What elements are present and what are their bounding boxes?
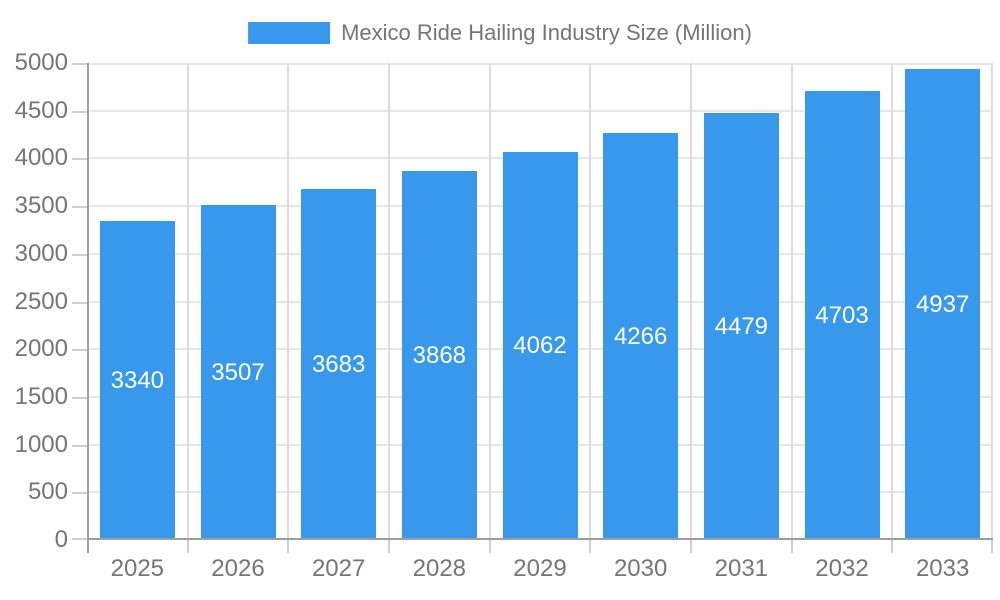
bar-value-label: 4703 [815,301,869,329]
legend-label: Mexico Ride Hailing Industry Size (Milli… [341,20,752,45]
y-axis-label: 4500 [14,96,68,124]
x-axis-label: 2031 [714,555,769,582]
x-axis-label: 2029 [513,555,567,582]
x-axis-baseline [87,538,993,540]
x-axis-tick [991,540,993,553]
x-axis-tick [488,540,491,553]
bar[interactable]: 3507 [200,205,276,540]
bar[interactable]: 4937 [905,69,981,540]
x-axis-label: 2025 [110,555,165,582]
gridline-vertical [991,63,993,540]
y-axis-tick [72,253,87,256]
y-axis-tick [72,538,87,540]
bar-value-label: 4062 [513,332,567,359]
gridline-vertical [488,63,491,540]
bar[interactable]: 3340 [99,221,175,540]
bar[interactable]: 4479 [703,113,779,540]
y-axis-tick [72,206,87,209]
legend[interactable]: Mexico Ride Hailing Industry Size (Milli… [248,20,752,46]
bar-value-label: 4266 [613,322,668,350]
plot-area: 0 500 1000 1500 2000 2500 3000 3500 4000 4500 5000… [15,51,993,581]
x-axis-tick [891,540,894,553]
legend-swatch [248,22,331,44]
y-axis-tick [72,396,87,399]
x-axis-tick [589,540,592,553]
bar-value-label: 3340 [110,366,165,394]
y-axis-label: 3500 [14,192,68,220]
bar-value-label: 3683 [311,350,366,378]
y-axis-label: 5000 [14,49,68,76]
x-axis-tick [287,540,290,553]
x-axis-tick [388,540,390,553]
y-axis-label: 500 [27,478,68,506]
y-axis-tick [72,158,87,161]
gridline-vertical [891,63,894,540]
y-axis-label: 3000 [14,239,68,267]
x-axis-label: 2028 [412,555,467,582]
y-axis-tick [72,492,87,495]
gridline-vertical [186,63,189,540]
y-axis-tick [72,63,87,65]
bar[interactable]: 4703 [804,91,880,540]
x-axis-label: 2030 [613,555,668,582]
y-axis-label: 0 [54,526,68,553]
y-axis-label: 4000 [14,144,68,172]
x-axis-label: 2032 [815,555,869,582]
x-axis-tick [790,540,793,553]
x-axis-label: 2033 [915,555,970,582]
bar[interactable]: 4062 [502,152,578,540]
y-axis-tick [72,444,87,447]
gridline-vertical [287,63,290,540]
y-axis-tick [72,349,87,352]
y-axis-label: 1500 [14,382,68,410]
bar-value-label: 3507 [211,358,265,386]
x-axis-tick [690,540,692,553]
y-axis-label: 2000 [14,335,68,363]
gridline-vertical [589,63,592,540]
gridline-vertical [388,63,390,540]
gridline-vertical [690,63,692,540]
bar[interactable]: 3683 [301,189,377,540]
y-axis-line [87,63,89,553]
y-axis-label: 1000 [14,430,68,458]
bar-value-label: 3868 [412,341,467,369]
gridline-horizontal [87,63,993,65]
x-axis-label: 2026 [211,555,265,582]
x-axis-tick [186,540,189,553]
y-axis-tick [72,110,87,113]
x-axis-label: 2027 [311,555,366,582]
bar-value-label: 4479 [714,312,769,340]
bar[interactable]: 4266 [603,133,679,540]
bar-value-label: 4937 [915,290,970,318]
gridline-vertical [790,63,793,540]
bar[interactable]: 3868 [401,171,477,540]
gridline-horizontal [87,109,993,112]
y-axis-tick [72,301,87,304]
y-axis-label: 2500 [14,287,68,315]
